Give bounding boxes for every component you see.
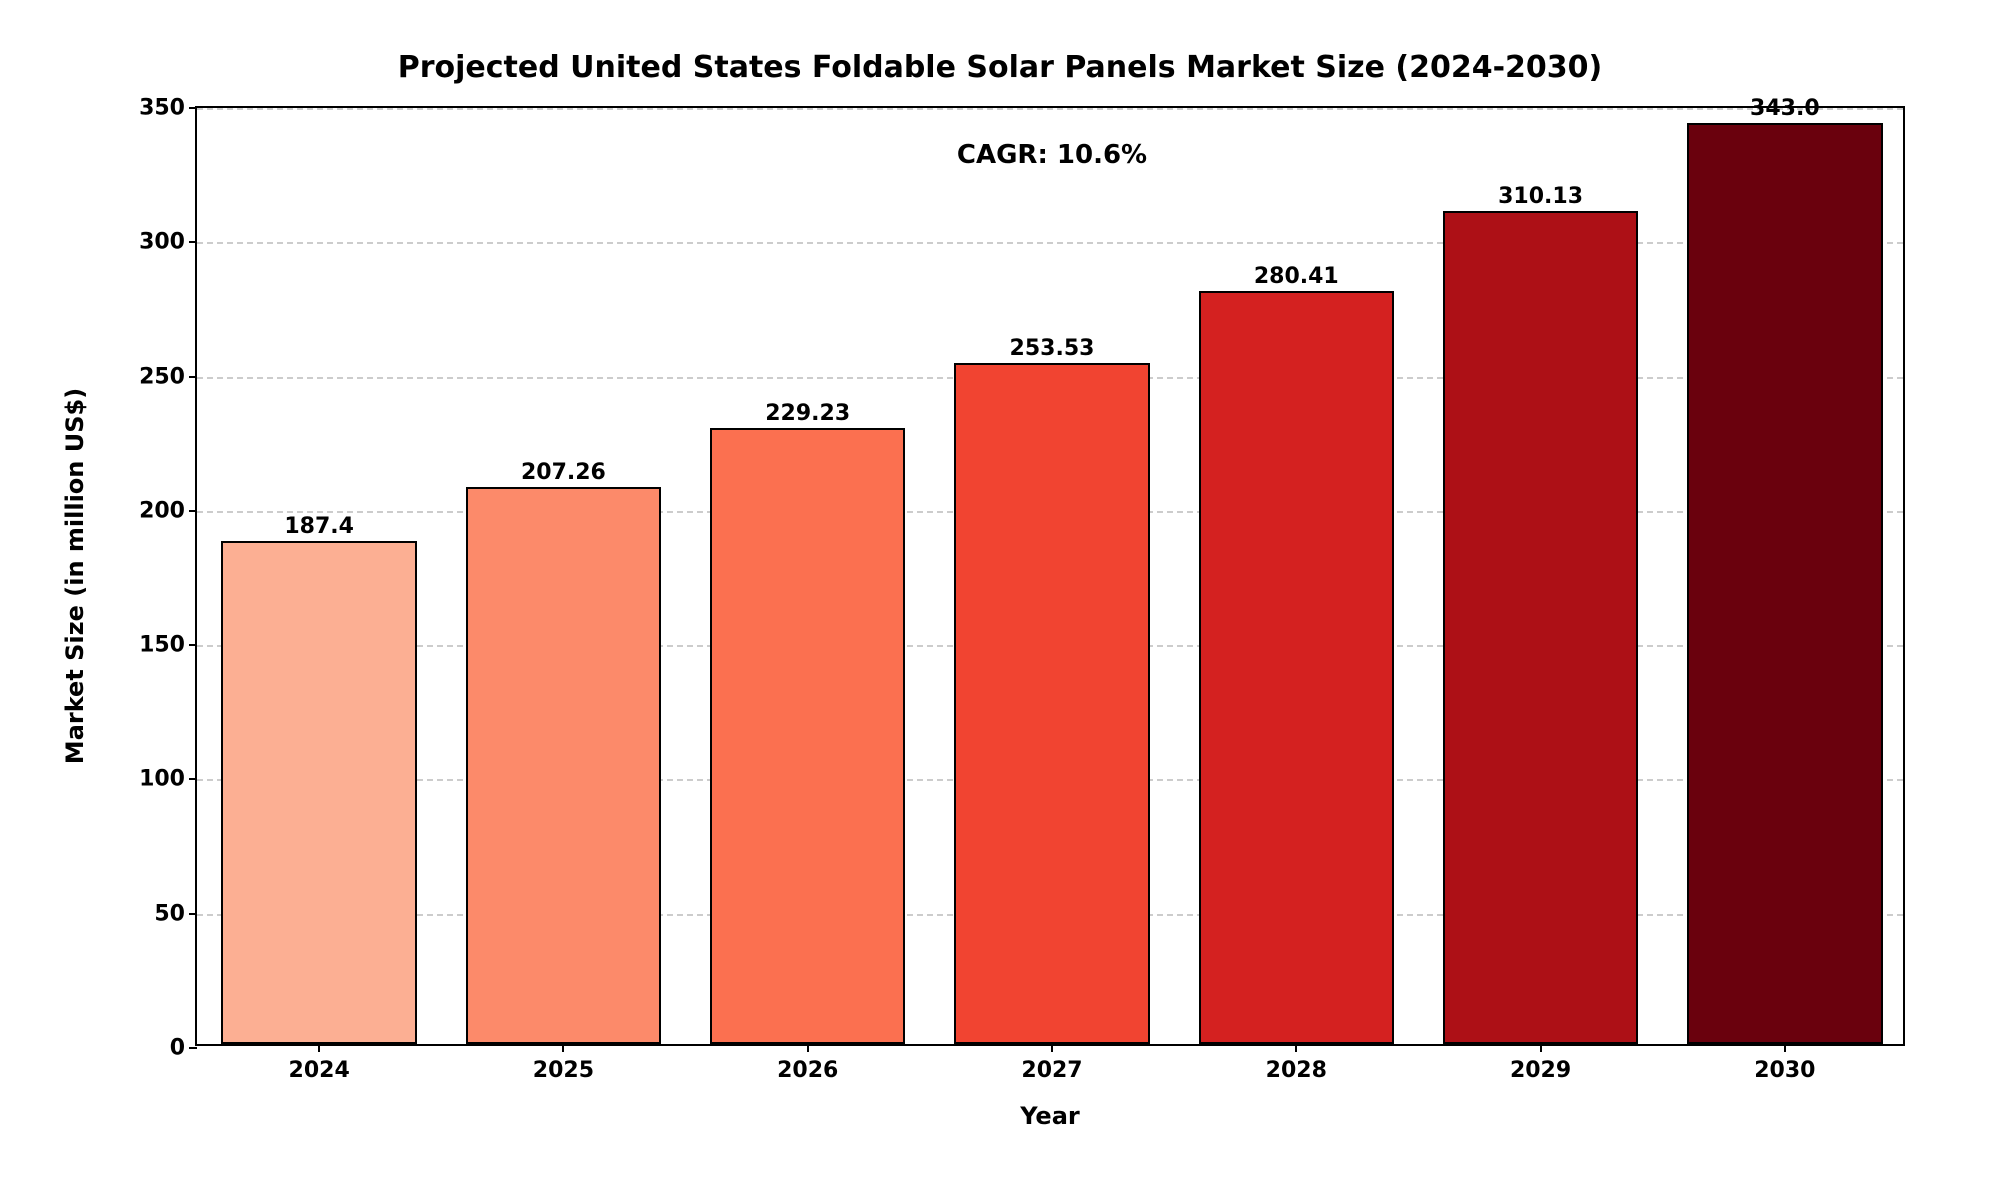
bar: [954, 363, 1149, 1044]
xtick-label: 2029: [1510, 1044, 1571, 1083]
ytick-label: 350: [139, 96, 197, 121]
bar-value-label: 310.13: [1498, 184, 1583, 209]
bar-value-label: 187.4: [284, 514, 354, 539]
chart-container: Projected United States Foldable Solar P…: [0, 0, 2000, 1200]
xtick-label: 2025: [533, 1044, 594, 1083]
gridline: [197, 108, 1903, 110]
ytick-label: 250: [139, 364, 197, 389]
plot-area: 050100150200250300350187.42024207.262025…: [195, 106, 1905, 1046]
ytick-label: 100: [139, 767, 197, 792]
xtick-label: 2024: [289, 1044, 350, 1083]
xtick-label: 2026: [777, 1044, 838, 1083]
y-axis-label: Market Size (in million US$): [61, 388, 89, 764]
ytick-label: 300: [139, 230, 197, 255]
bar-value-label: 207.26: [521, 460, 606, 485]
bar: [710, 428, 905, 1044]
bar: [1199, 291, 1394, 1044]
x-axis-label: Year: [1020, 1102, 1079, 1130]
ytick-label: 150: [139, 633, 197, 658]
chart-title: Projected United States Foldable Solar P…: [0, 50, 2000, 85]
xtick-label: 2028: [1266, 1044, 1327, 1083]
bar-value-label: 253.53: [1010, 336, 1095, 361]
ytick-label: 200: [139, 498, 197, 523]
bar-value-label: 343.0: [1750, 96, 1820, 121]
bar: [221, 541, 416, 1044]
gridline: [197, 242, 1903, 244]
bar-value-label: 280.41: [1254, 264, 1339, 289]
cagr-annotation: CAGR: 10.6%: [957, 140, 1147, 170]
xtick-label: 2027: [1021, 1044, 1082, 1083]
xtick-label: 2030: [1754, 1044, 1815, 1083]
ytick-label: 0: [170, 1036, 197, 1061]
bar: [1687, 123, 1882, 1044]
ytick-label: 50: [154, 901, 197, 926]
bar: [466, 487, 661, 1044]
bar: [1443, 211, 1638, 1044]
bar-value-label: 229.23: [765, 401, 850, 426]
